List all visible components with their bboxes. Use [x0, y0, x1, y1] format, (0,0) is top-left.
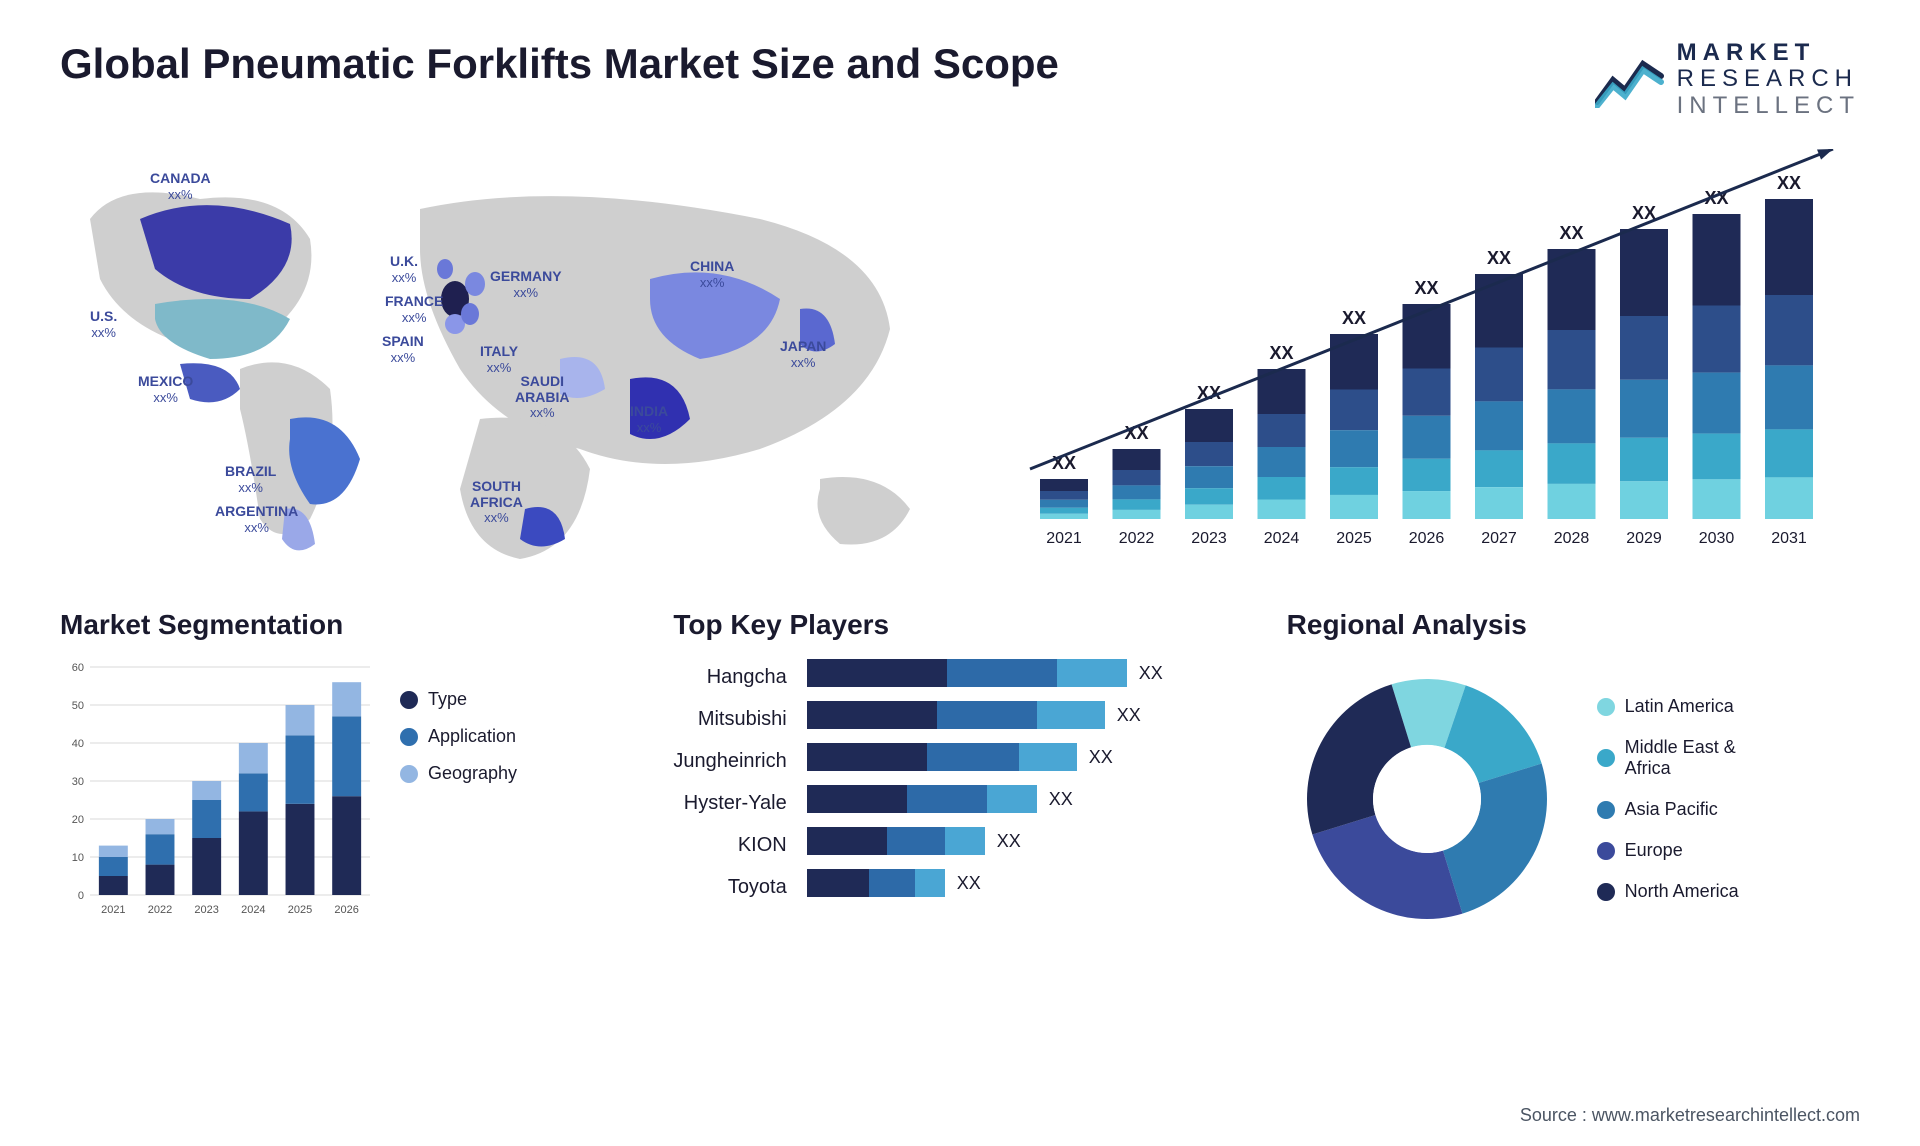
player-value: XX — [1049, 789, 1073, 810]
svg-text:2024: 2024 — [241, 904, 265, 916]
svg-text:2029: 2029 — [1626, 530, 1662, 547]
regional-donut — [1287, 659, 1567, 939]
player-row: XX — [807, 827, 1247, 855]
logo-line3: INTELLECT — [1677, 93, 1860, 119]
map-label: FRANCExx% — [385, 294, 443, 325]
svg-text:2023: 2023 — [1191, 530, 1227, 547]
map-label: BRAZILxx% — [225, 464, 276, 495]
logo-mark-icon — [1595, 52, 1665, 108]
svg-text:50: 50 — [72, 700, 84, 712]
svg-text:10: 10 — [72, 852, 84, 864]
player-label: Hyster-Yale — [673, 789, 786, 817]
map-label: SPAINxx% — [382, 334, 424, 365]
map-label: MEXICOxx% — [138, 374, 193, 405]
map-label: INDIAxx% — [630, 404, 668, 435]
players-title: Top Key Players — [673, 609, 1246, 641]
svg-text:0: 0 — [78, 890, 84, 902]
player-row: XX — [807, 659, 1247, 687]
segmentation-legend: Type Application Geography — [400, 659, 517, 784]
map-label: U.K.xx% — [390, 254, 418, 285]
players-labels: Hangcha Mitsubishi Jungheinrich Hyster-Yale… — [673, 659, 786, 911]
legend-item: Geography — [400, 763, 517, 784]
svg-text:XX: XX — [1414, 278, 1438, 298]
player-row: XX — [807, 701, 1247, 729]
svg-text:2021: 2021 — [101, 904, 125, 916]
svg-text:XX: XX — [1487, 248, 1511, 268]
map-label: SAUDIARABIAxx% — [515, 374, 569, 420]
player-label: Hangcha — [673, 663, 786, 691]
player-value: XX — [1089, 747, 1113, 768]
player-value: XX — [1117, 705, 1141, 726]
source-text: Source : www.marketresearchintellect.com — [1520, 1105, 1860, 1126]
growth-chart: XX2021XX2022XX2023XX2024XX2025XX2026XX20… — [980, 149, 1860, 569]
svg-text:20: 20 — [72, 814, 84, 826]
player-row: XX — [807, 785, 1247, 813]
svg-text:2021: 2021 — [1046, 530, 1082, 547]
legend-item: Middle East &Africa — [1597, 737, 1739, 779]
svg-text:XX: XX — [1559, 223, 1583, 243]
legend-item: Europe — [1597, 840, 1739, 861]
svg-text:30: 30 — [72, 776, 84, 788]
svg-text:2023: 2023 — [194, 904, 218, 916]
svg-text:2028: 2028 — [1554, 530, 1590, 547]
player-label: Toyota — [673, 873, 786, 901]
map-label: U.S.xx% — [90, 309, 117, 340]
world-map-panel: CANADAxx% U.S.xx% MEXICOxx% BRAZILxx% ARGENT… — [60, 149, 940, 569]
regional-section: Regional Analysis Latin America Middle Ea… — [1287, 609, 1860, 939]
players-section: Top Key Players Hangcha Mitsubishi Junghei… — [673, 609, 1246, 939]
legend-item: Type — [400, 689, 517, 710]
svg-text:XX: XX — [1269, 343, 1293, 363]
segmentation-title: Market Segmentation — [60, 609, 633, 641]
players-chart: XXXXXXXXXXXX — [807, 659, 1247, 911]
svg-text:XX: XX — [1777, 173, 1801, 193]
player-label: Jungheinrich — [673, 747, 786, 775]
map-label: JAPANxx% — [780, 339, 826, 370]
legend-item: Latin America — [1597, 696, 1739, 717]
segmentation-chart: 0 10 20 30 40 50 60 2021 2022 2023 2024 2025 2026 — [60, 659, 380, 919]
segmentation-section: Market Segmentation 0 10 20 30 40 50 60 2021 202… — [60, 609, 633, 939]
map-label: SOUTHAFRICAxx% — [470, 479, 523, 525]
svg-text:2025: 2025 — [288, 904, 312, 916]
player-value: XX — [997, 831, 1021, 852]
svg-text:2026: 2026 — [334, 904, 358, 916]
svg-text:2026: 2026 — [1409, 530, 1445, 547]
svg-text:2024: 2024 — [1264, 530, 1300, 547]
brand-logo: MARKET RESEARCH INTELLECT — [1595, 40, 1860, 119]
svg-text:2022: 2022 — [148, 904, 172, 916]
legend-item: North America — [1597, 881, 1739, 902]
svg-text:40: 40 — [72, 738, 84, 750]
svg-text:2027: 2027 — [1481, 530, 1517, 547]
page-title: Global Pneumatic Forklifts Market Size a… — [60, 40, 1059, 88]
legend-item: Application — [400, 726, 517, 747]
map-label: ITALYxx% — [480, 344, 518, 375]
map-label: GERMANYxx% — [490, 269, 562, 300]
svg-text:2022: 2022 — [1119, 530, 1155, 547]
map-label: ARGENTINAxx% — [215, 504, 298, 535]
svg-text:2025: 2025 — [1336, 530, 1372, 547]
player-value: XX — [1139, 663, 1163, 684]
player-label: KION — [673, 831, 786, 859]
logo-line2: RESEARCH — [1677, 66, 1860, 92]
svg-text:60: 60 — [72, 662, 84, 674]
player-value: XX — [957, 873, 981, 894]
svg-text:2030: 2030 — [1699, 530, 1735, 547]
regional-legend: Latin America Middle East &Africa Asia Pac… — [1597, 696, 1739, 902]
regional-title: Regional Analysis — [1287, 609, 1860, 641]
map-label: CHINAxx% — [690, 259, 734, 290]
svg-text:XX: XX — [1342, 308, 1366, 328]
legend-item: Asia Pacific — [1597, 799, 1739, 820]
map-label: CANADAxx% — [150, 171, 211, 202]
player-row: XX — [807, 869, 1247, 897]
logo-line1: MARKET — [1677, 40, 1860, 66]
player-label: Mitsubishi — [673, 705, 786, 733]
svg-text:2031: 2031 — [1771, 530, 1807, 547]
player-row: XX — [807, 743, 1247, 771]
